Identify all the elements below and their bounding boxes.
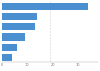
Bar xyxy=(2,44,17,51)
Bar xyxy=(2,54,12,61)
Bar xyxy=(2,3,88,10)
Bar xyxy=(2,23,35,30)
Bar xyxy=(2,34,25,41)
Bar xyxy=(2,13,37,20)
